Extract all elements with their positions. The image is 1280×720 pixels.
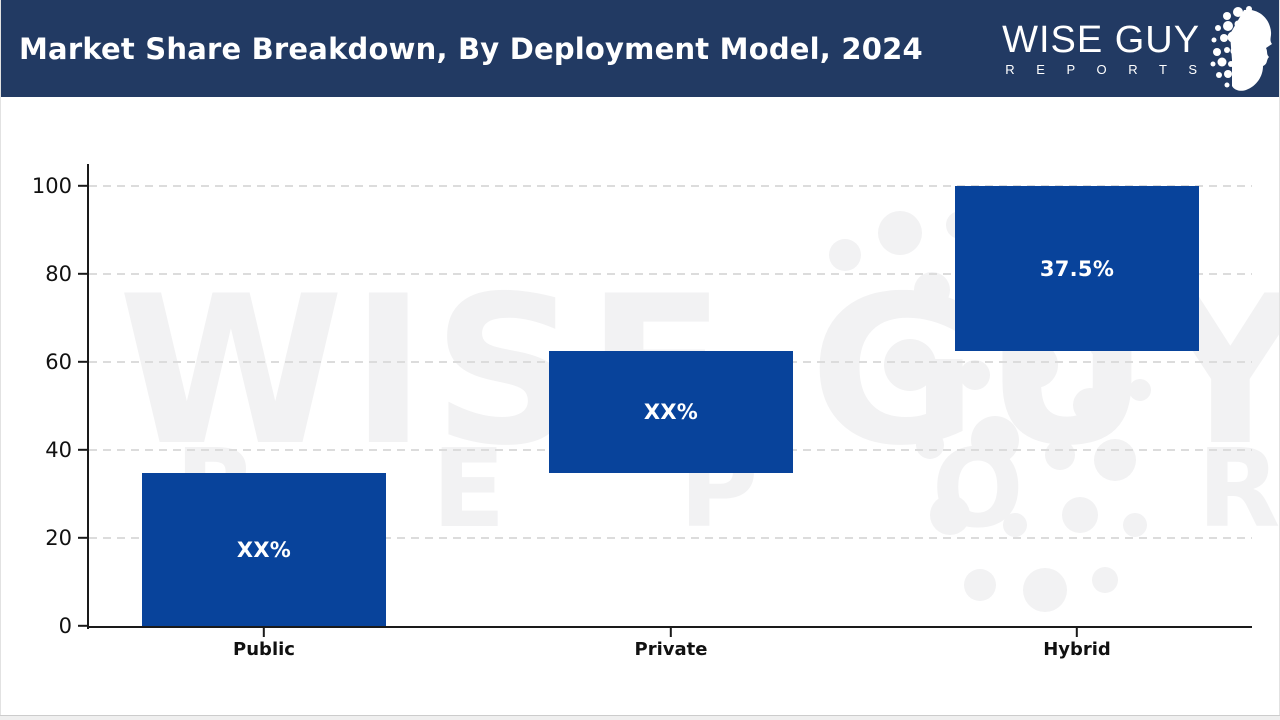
y-tick-label-20: 20 (45, 526, 72, 550)
y-tick-label-40: 40 (45, 438, 72, 462)
gridline-80 (89, 273, 1252, 275)
y-tick-label-60: 60 (45, 350, 72, 374)
bar-public: XX% (142, 473, 386, 626)
x-axis-line (86, 625, 1252, 628)
y-axis-line (86, 164, 89, 629)
bar-value-label-public: XX% (236, 537, 292, 562)
y-tick-60 (78, 360, 87, 364)
x-tick-private (669, 628, 673, 637)
x-tick-public (262, 628, 266, 637)
logo-subtitle: R E P O R T S (1005, 62, 1206, 77)
y-tick-20 (78, 536, 87, 540)
x-category-label-private: Private (634, 639, 708, 660)
y-tick-label-0: 0 (58, 614, 72, 638)
wise-guy-logo: WISE GUY R E P O R T S (996, 4, 1280, 94)
x-tick-hybrid (1075, 628, 1079, 637)
y-tick-80 (78, 272, 87, 276)
gridline-100 (89, 185, 1252, 187)
bar-value-label-private: XX% (643, 400, 699, 425)
y-tick-label-100: 100 (31, 174, 72, 198)
y-tick-label-80: 80 (45, 262, 72, 286)
bottom-divider (0, 715, 1280, 720)
y-tick-40 (78, 448, 87, 452)
header-bar: Market Share Breakdown, By Deployment Mo… (0, 0, 1280, 97)
bar-value-label-hybrid: 37.5% (1039, 256, 1115, 281)
x-category-label-public: Public (233, 639, 295, 660)
logo-head-icon (1210, 5, 1272, 91)
bar-private: XX% (549, 351, 793, 474)
bar-hybrid: 37.5% (955, 186, 1199, 351)
logo-wordmark: WISE GUY (1002, 19, 1201, 61)
y-tick-100 (78, 184, 87, 188)
x-category-label-hybrid: Hybrid (1043, 639, 1111, 660)
y-tick-0 (78, 624, 87, 628)
gridline-20 (89, 537, 1252, 539)
page-title: Market Share Breakdown, By Deployment Mo… (19, 31, 923, 66)
